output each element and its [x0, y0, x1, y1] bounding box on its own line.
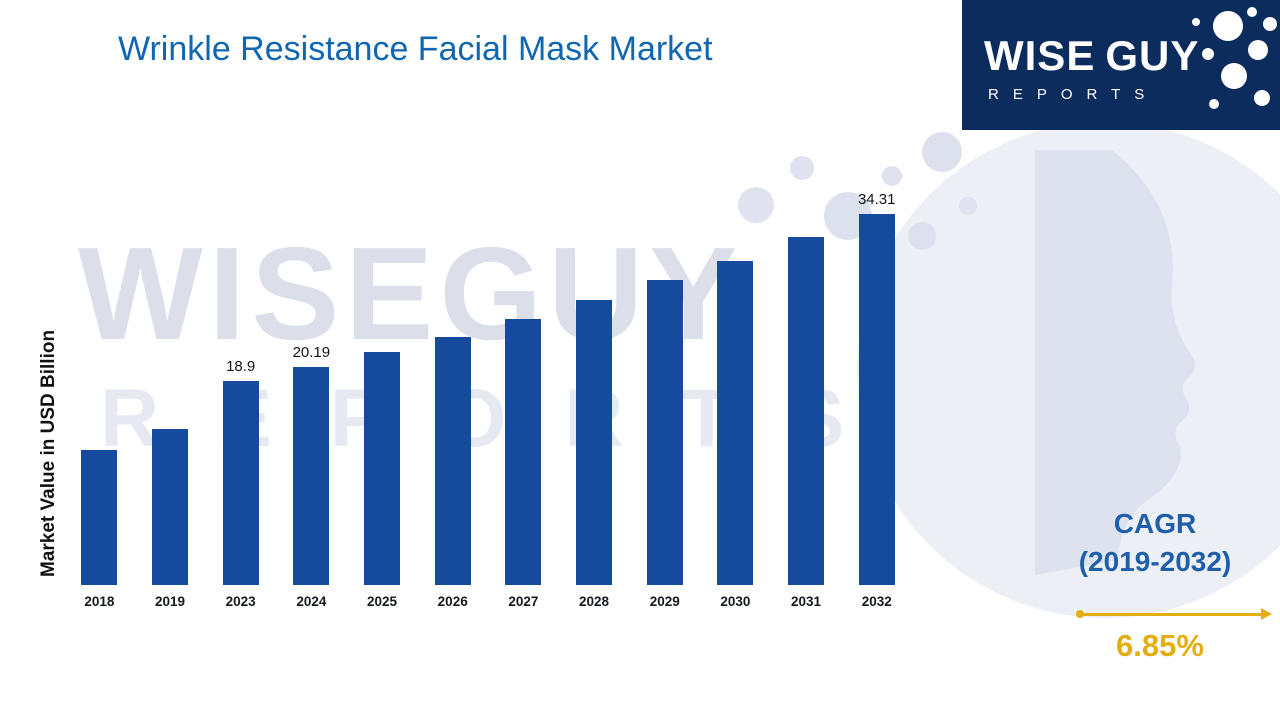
bar-slot: 34.31 — [841, 191, 912, 585]
x-tick-2018: 2018 — [84, 594, 115, 609]
bar-value-label: 34.31 — [857, 191, 896, 208]
bar-slot — [135, 406, 206, 585]
bar-2025 — [364, 352, 401, 585]
bar-2027 — [505, 319, 542, 585]
bar-slot — [629, 257, 700, 585]
wiseguy-logo: WISE GUY REPORTS — [962, 0, 1280, 130]
cagr-label-line1: CAGR — [1113, 508, 1197, 539]
bar-2032 — [858, 214, 895, 585]
bar-2026 — [434, 337, 471, 585]
logo-word-guy: GUY — [1105, 32, 1200, 79]
bar-2019 — [152, 429, 188, 585]
bar-2018 — [81, 450, 118, 585]
bar-2028 — [576, 300, 613, 585]
x-tick-2028: 2028 — [579, 594, 610, 609]
bar-value-label: 18.9 — [226, 358, 256, 375]
bar-slot — [417, 314, 488, 585]
divider-arrowhead-icon — [1261, 608, 1272, 620]
bar-slot — [488, 296, 559, 585]
x-tick-2029: 2029 — [649, 594, 680, 609]
bar-slot — [559, 277, 630, 585]
logo-face-dots-icon — [1192, 7, 1277, 109]
watermark-text-line1: WISEGUY — [78, 220, 744, 367]
bar-2029 — [646, 280, 683, 585]
bar-2031 — [788, 237, 825, 585]
x-tick-2024: 2024 — [296, 594, 327, 609]
page-title: Wrinkle Resistance Facial Mask Market — [118, 30, 713, 68]
bars-row: 18.9 20.19 34.31 — [64, 180, 912, 585]
bar-2023 — [222, 381, 259, 585]
logo-word-wise: WISE — [984, 32, 1096, 79]
bar-slot — [700, 238, 771, 585]
bar-slot: 20.19 — [276, 344, 347, 585]
bar-slot — [771, 214, 842, 585]
bar-chart: 18.9 20.19 34.31 2018 2019 2023 2024 2025 2026 2… — [64, 180, 912, 609]
bar-slot: 18.9 — [205, 358, 276, 585]
logo-wordmark: WISE GUY — [984, 32, 1199, 80]
cagr-label-line2: (2019-2032) — [1078, 545, 1232, 577]
x-tick-2019: 2019 — [154, 594, 186, 609]
bar-slot — [347, 329, 418, 585]
x-tick-2031: 2031 — [791, 594, 822, 609]
x-tick-2023: 2023 — [225, 594, 256, 609]
bar-2030 — [717, 261, 754, 585]
x-tick-2025: 2025 — [367, 594, 398, 609]
cagr-value: 6.85% — [1116, 628, 1204, 663]
bar-value-label: 20.19 — [292, 344, 331, 361]
cagr-label: CAGR (2019-2032) — [1040, 505, 1270, 581]
cagr-arrow-divider — [1076, 608, 1272, 620]
x-axis: 2018 2019 2023 2024 2025 2026 2027 2028 2029 2030… — [64, 594, 912, 609]
x-tick-2026: 2026 — [437, 594, 468, 609]
bar-slot — [64, 427, 135, 585]
x-tick-2030: 2030 — [720, 594, 751, 609]
divider-line — [1083, 612, 1261, 616]
divider-dot-icon — [1076, 610, 1084, 618]
x-tick-2027: 2027 — [508, 594, 539, 609]
logo-reports-label: REPORTS — [988, 86, 1159, 103]
y-axis-label: Market Value in USD Billion — [38, 329, 59, 577]
x-tick-2032: 2032 — [861, 594, 892, 609]
bar-2024 — [293, 367, 330, 585]
